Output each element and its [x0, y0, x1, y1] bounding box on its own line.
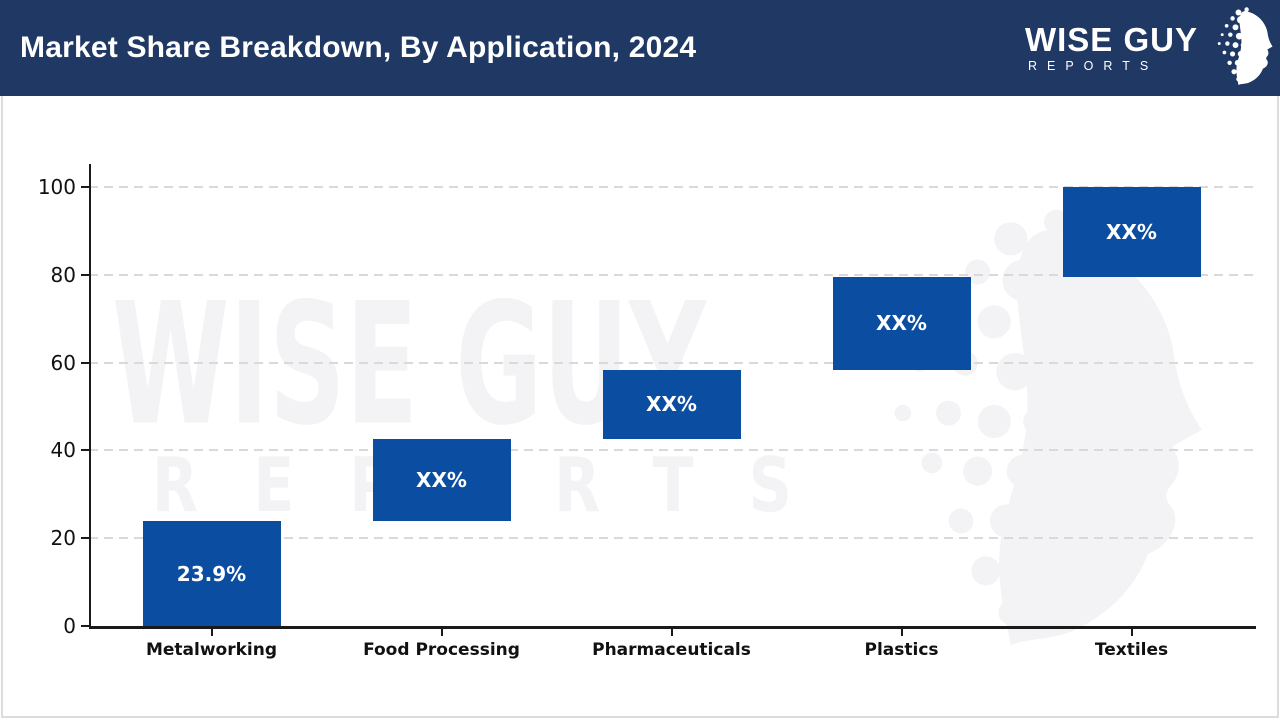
x-category-label: Metalworking [145, 640, 278, 660]
brand-subtitle: REPORTS [1027, 59, 1159, 74]
chart-title: Market Share Breakdown, By Application, … [20, 31, 697, 64]
y-tick-mark [81, 625, 89, 627]
brand-logo: WISE GUY REPORTS [1025, 6, 1274, 90]
y-tick-mark [81, 273, 89, 276]
x-tick-mark [900, 629, 903, 636]
waterfall-bar-food-processing: XX% [372, 438, 511, 522]
waterfall-bar-textiles: XX% [1062, 187, 1201, 277]
x-tick-mark [210, 629, 213, 636]
y-tick-mark [81, 449, 89, 452]
y-tick-mark [81, 186, 89, 188]
y-tick-label: 100 [37, 175, 76, 199]
gridline [89, 361, 1256, 364]
y-tick-label: 0 [63, 614, 76, 638]
header: Market Share Breakdown, By Application, … [0, 0, 1280, 96]
y-tick-mark [81, 361, 89, 364]
bar-value-label: XX% [1106, 219, 1157, 244]
bar-value-label: 23.9% [176, 561, 247, 586]
x-category-label: Plastics [864, 640, 939, 660]
y-tick-label: 20 [50, 526, 76, 551]
x-axis-line [89, 626, 1256, 629]
wise-guy-face-icon [1217, 7, 1273, 85]
gridline [89, 273, 1256, 276]
waterfall-bar-metalworking: 23.9% [142, 521, 281, 626]
x-category-label: Textiles [1094, 640, 1169, 660]
x-tick-mark [670, 629, 673, 636]
y-tick-label: 60 [50, 350, 76, 375]
brand-name: WISE GUY [1024, 20, 1198, 58]
x-category-label: Pharmaceuticals [592, 640, 751, 660]
waterfall-bar-plastics: XX% [832, 276, 971, 370]
brand-text: WISE GUY REPORTS [1024, 20, 1198, 74]
x-category-label: Food Processing [363, 640, 520, 660]
waterfall-bar-pharmaceuticals: XX% [602, 369, 741, 439]
y-axis-line [89, 164, 91, 629]
x-tick-mark [440, 629, 443, 636]
bar-value-label: XX% [646, 392, 697, 417]
gridline [89, 537, 1256, 540]
bar-value-label: XX% [416, 467, 467, 492]
y-tick-label: 40 [50, 438, 76, 463]
x-tick-mark [1130, 629, 1133, 636]
gridline [89, 449, 1256, 452]
gridline [89, 186, 1256, 188]
bar-value-label: XX% [876, 311, 927, 336]
y-tick-label: 80 [50, 262, 76, 287]
y-tick-mark [81, 537, 89, 540]
